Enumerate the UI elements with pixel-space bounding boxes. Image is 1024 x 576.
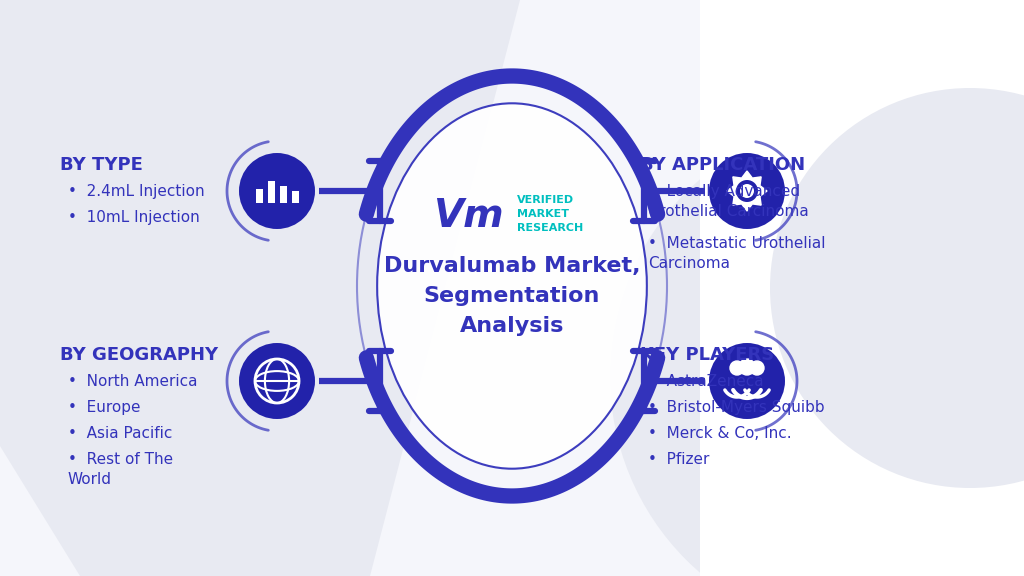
- Circle shape: [610, 116, 1024, 576]
- Circle shape: [709, 153, 785, 229]
- Text: •  Europe: • Europe: [68, 400, 140, 415]
- Text: •  AstraZeneca: • AstraZeneca: [648, 374, 764, 389]
- Polygon shape: [727, 171, 767, 211]
- Text: KEY PLAYERS: KEY PLAYERS: [640, 346, 774, 364]
- Text: •  Bristol-Myers Squibb: • Bristol-Myers Squibb: [648, 400, 824, 415]
- Text: BY TYPE: BY TYPE: [60, 156, 143, 174]
- Circle shape: [739, 359, 755, 375]
- Text: •  North America: • North America: [68, 374, 198, 389]
- Circle shape: [239, 153, 315, 229]
- Ellipse shape: [377, 103, 647, 469]
- Polygon shape: [0, 0, 520, 576]
- Text: Durvalumab Market,
Segmentation
Analysis: Durvalumab Market, Segmentation Analysis: [384, 256, 640, 336]
- Text: •  Metastatic Urothelial
Carcinoma: • Metastatic Urothelial Carcinoma: [648, 236, 825, 271]
- Bar: [256, 189, 262, 203]
- Polygon shape: [700, 0, 1024, 576]
- Text: •  Asia Pacific: • Asia Pacific: [68, 426, 172, 441]
- Circle shape: [736, 180, 758, 202]
- Text: VERIFIED
MARKET
RESEARCH: VERIFIED MARKET RESEARCH: [517, 195, 584, 233]
- Bar: [292, 191, 299, 203]
- Circle shape: [750, 361, 764, 375]
- Text: BY GEOGRAPHY: BY GEOGRAPHY: [60, 346, 218, 364]
- Text: BY APPLICATION: BY APPLICATION: [640, 156, 805, 174]
- Circle shape: [709, 343, 785, 419]
- Circle shape: [770, 88, 1024, 488]
- Text: •  2.4mL Injection: • 2.4mL Injection: [68, 184, 205, 199]
- Text: •  10mL Injection: • 10mL Injection: [68, 210, 200, 225]
- Text: •  Locally Advanced
Urothelial Carcinoma: • Locally Advanced Urothelial Carcinoma: [648, 184, 809, 219]
- Text: Vm: Vm: [433, 197, 504, 235]
- Bar: [267, 181, 274, 203]
- Circle shape: [740, 184, 754, 198]
- Text: •  Rest of The
World: • Rest of The World: [68, 452, 173, 487]
- Bar: [280, 186, 287, 203]
- Circle shape: [239, 343, 315, 419]
- Text: •  Merck & Co, Inc.: • Merck & Co, Inc.: [648, 426, 792, 441]
- Text: •  Pfizer: • Pfizer: [648, 452, 710, 467]
- Circle shape: [730, 361, 744, 375]
